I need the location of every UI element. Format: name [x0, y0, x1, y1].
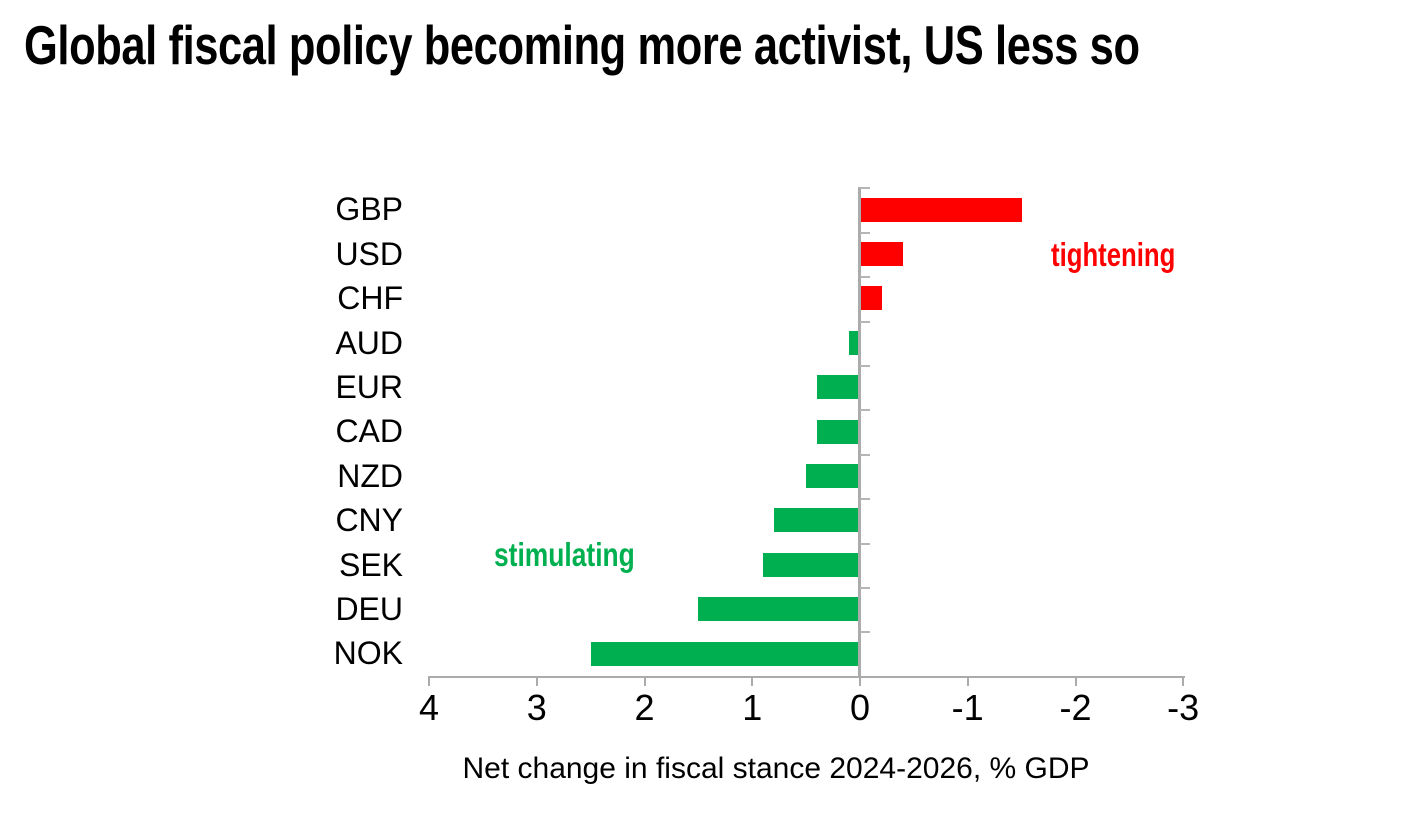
- category-label-CAD: CAD: [335, 413, 403, 450]
- y-axis-tick: [860, 498, 870, 501]
- x-axis-title: Net change in fiscal stance 2024-2026, %…: [462, 752, 1090, 785]
- bar-NZD: [806, 463, 860, 488]
- bar-USD: [860, 241, 904, 266]
- x-tick-label: -3: [1167, 687, 1200, 728]
- x-tick-label: 2: [634, 687, 655, 728]
- y-axis-tick: [860, 453, 870, 456]
- x-tick-label: 3: [526, 687, 547, 728]
- x-tick-label: 1: [742, 687, 763, 728]
- bar-SEK: [763, 552, 860, 577]
- category-label-SEK: SEK: [338, 546, 403, 583]
- annotation-stimulating: stimulating: [494, 536, 635, 573]
- category-label-USD: USD: [335, 235, 403, 272]
- y-axis-tick: [860, 364, 870, 367]
- bar-NOK: [590, 641, 860, 666]
- bar-AUD: [849, 330, 860, 355]
- x-tick-label: 4: [418, 687, 440, 728]
- category-label-EUR: EUR: [335, 368, 403, 405]
- bar-CHF: [860, 286, 882, 311]
- x-tick-label: -2: [1059, 687, 1092, 728]
- x-tick-label: 0: [849, 687, 871, 728]
- category-label-CHF: CHF: [337, 280, 403, 317]
- category-label-CNY: CNY: [335, 502, 403, 539]
- bar-GBP: [860, 197, 1022, 222]
- category-label-NZD: NZD: [337, 457, 403, 494]
- x-tick-label: -1: [951, 687, 984, 728]
- category-label-AUD: AUD: [335, 324, 403, 361]
- y-axis-tick: [860, 187, 870, 190]
- x-axis-tick: [1074, 675, 1077, 686]
- x-axis-tick: [535, 675, 538, 686]
- x-axis-tick: [428, 675, 430, 686]
- y-axis-tick: [860, 631, 870, 634]
- bar-CAD: [816, 419, 860, 444]
- y-axis-tick: [860, 409, 870, 412]
- x-axis-tick: [643, 675, 646, 686]
- x-axis-tick: [1182, 675, 1185, 686]
- x-axis-tick: [751, 675, 754, 686]
- chart-title: Global fiscal policy becoming more activ…: [24, 14, 1140, 76]
- y-axis-tick: [860, 586, 870, 589]
- annotation-tightening: tightening: [1051, 236, 1176, 273]
- bar-DEU: [698, 597, 860, 622]
- y-axis-tick: [860, 231, 870, 234]
- x-axis-tick: [966, 675, 969, 686]
- category-label-NOK: NOK: [333, 635, 403, 672]
- y-axis-tick: [860, 276, 870, 279]
- y-axis-tick: [860, 542, 870, 545]
- bar-CNY: [773, 508, 860, 533]
- x-axis-line: [429, 675, 1186, 679]
- y-axis-tick: [860, 320, 870, 323]
- bar-EUR: [816, 375, 860, 400]
- x-axis-tick: [859, 675, 861, 686]
- category-label-DEU: DEU: [335, 590, 403, 627]
- y-axis-line: [858, 187, 861, 676]
- category-label-GBP: GBP: [335, 191, 403, 228]
